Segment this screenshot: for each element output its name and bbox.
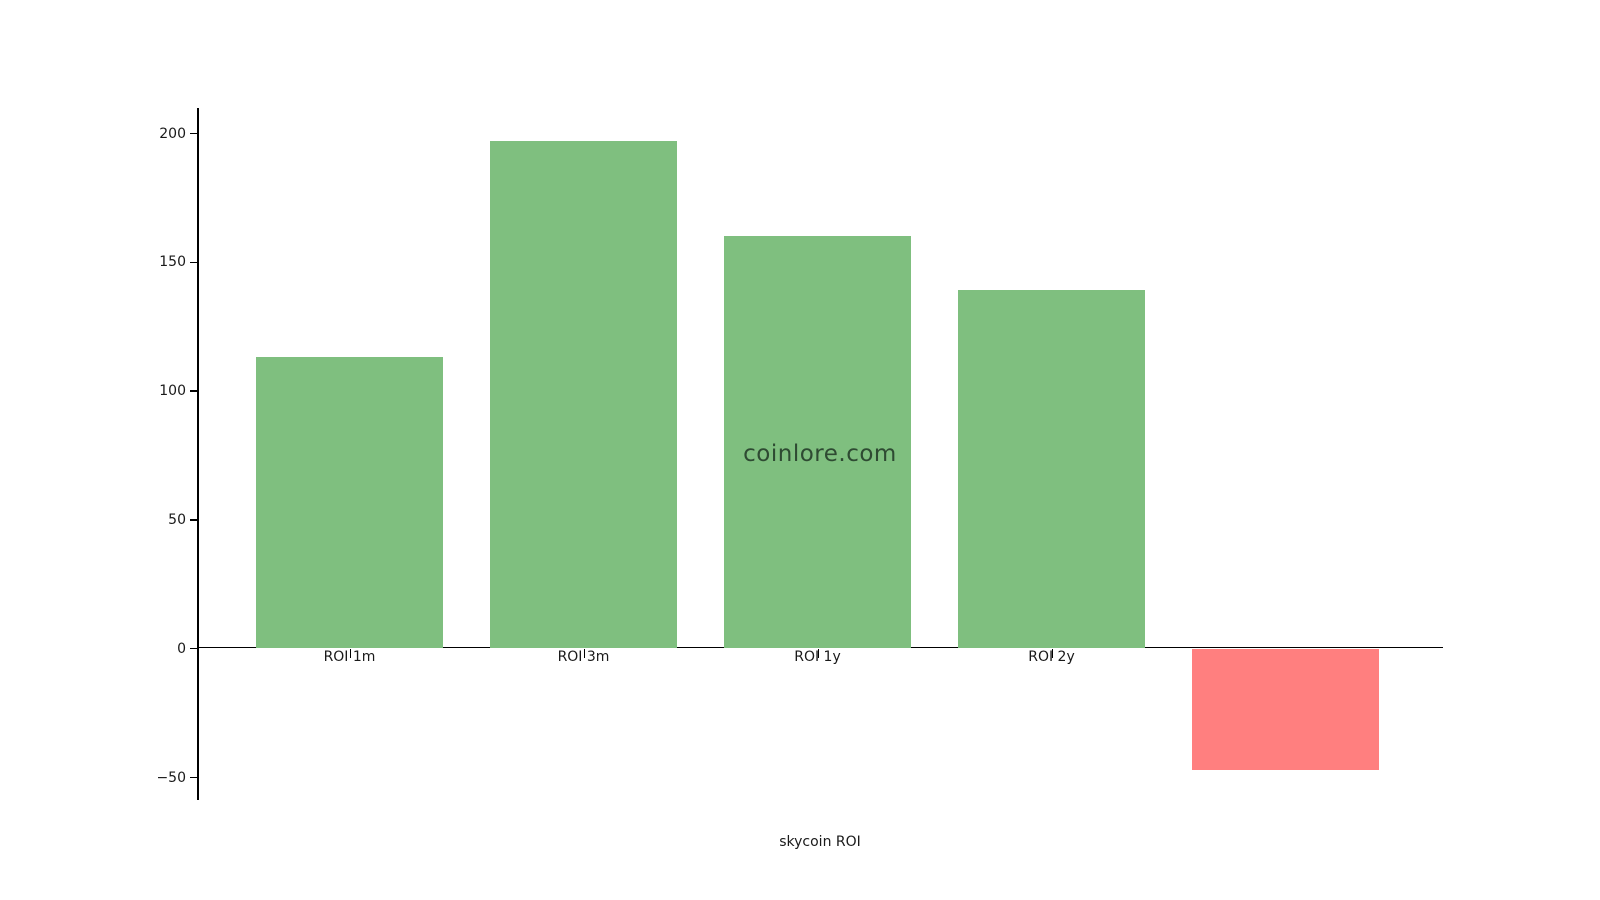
- y-tick-mark: [190, 390, 198, 392]
- y-tick-mark: [190, 261, 198, 263]
- y-tick-mark: [190, 519, 198, 521]
- y-tick-label: 0: [177, 640, 186, 657]
- bar-roi-3m: [490, 140, 677, 648]
- y-tick-label: 100: [159, 383, 186, 400]
- y-tick-mark: [190, 776, 198, 779]
- axis-title: skycoin ROI: [779, 834, 861, 850]
- y-tick-label: 200: [159, 125, 186, 142]
- x-tick-mark: [817, 649, 819, 658]
- x-tick-mark: [583, 649, 585, 658]
- y-tick-mark: [190, 648, 198, 650]
- bar-roi-1y: [724, 235, 911, 648]
- x-tick-mark: [349, 649, 351, 658]
- watermark-text: coinlore.com: [743, 441, 897, 467]
- y-axis-line: [197, 108, 199, 800]
- y-tick-label: 50: [168, 511, 186, 528]
- y-tick-label: −50: [156, 769, 186, 786]
- bar-roi-1m: [256, 356, 443, 648]
- y-tick-mark: [190, 132, 198, 135]
- bar-unlabeled-4: [1192, 649, 1379, 771]
- bar-roi-2y: [958, 289, 1145, 648]
- y-tick-label: 150: [159, 254, 186, 271]
- x-tick-mark: [1051, 649, 1053, 658]
